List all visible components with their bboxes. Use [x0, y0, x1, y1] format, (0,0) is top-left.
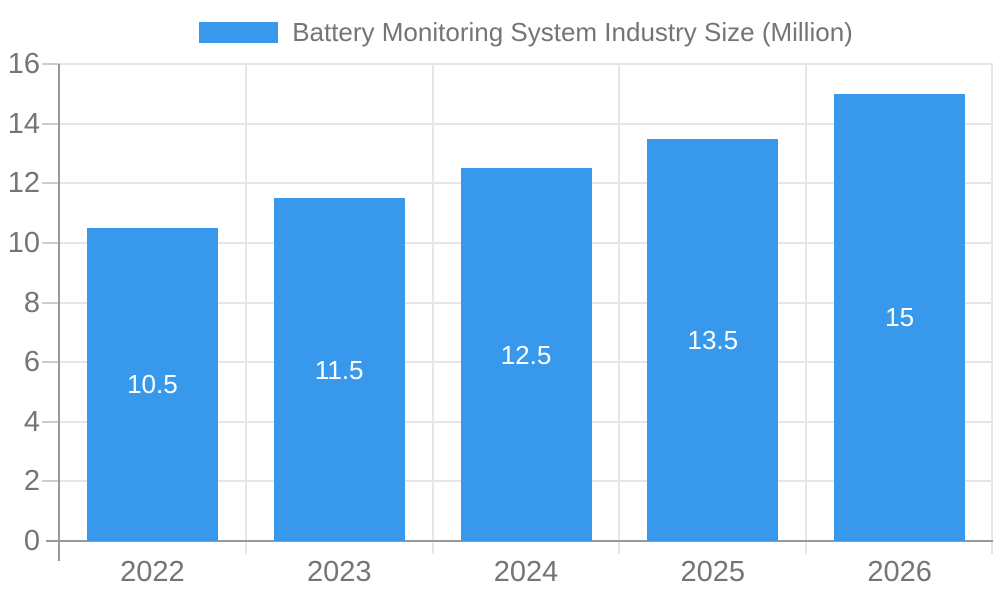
gridline-v	[805, 64, 808, 554]
y-tick	[42, 301, 59, 304]
gridline-v	[618, 64, 621, 554]
y-axis-tick-label: 8	[23, 286, 40, 319]
bar-value-label: 15	[885, 302, 915, 333]
y-axis-tick-label: 14	[7, 107, 40, 140]
bar-value-label: 10.5	[127, 369, 178, 400]
y-tick	[42, 182, 59, 185]
y-tick	[42, 241, 59, 244]
x-axis-tick-label: 2022	[120, 556, 185, 588]
y-axis-tick-label: 12	[7, 167, 40, 200]
legend-label: Battery Monitoring System Industry Size …	[292, 17, 853, 47]
y-axis-tick-label: 0	[23, 525, 40, 557]
gridline-h	[59, 63, 993, 65]
bar-value-label: 12.5	[500, 339, 552, 370]
bar-value-label: 13.5	[687, 324, 739, 355]
plot-right-border	[991, 64, 993, 554]
y-axis-tick-label: 6	[23, 346, 40, 379]
bar[interactable]: 13.5	[647, 138, 779, 541]
gridline-v	[244, 64, 247, 554]
bar[interactable]: 10.5	[86, 227, 218, 541]
bar[interactable]: 12.5	[460, 168, 592, 541]
x-axis-tick-label: 2026	[867, 556, 932, 588]
bar-value-label: 11.5	[314, 354, 364, 385]
y-axis-tick-label: 4	[23, 405, 40, 438]
x-axis-line	[46, 540, 993, 542]
y-tick	[42, 122, 59, 125]
legend-swatch	[199, 21, 279, 43]
y-tick	[42, 480, 59, 483]
gridline-v	[431, 64, 434, 554]
gridline-h	[59, 122, 993, 125]
bar[interactable]: 11.5	[273, 198, 405, 541]
y-axis-tick-label: 10	[7, 226, 40, 259]
x-axis-tick-label: 2024	[493, 556, 559, 588]
y-tick	[42, 63, 59, 65]
bar[interactable]: 15	[834, 93, 966, 541]
legend-item[interactable]: Battery Monitoring System Industry Size …	[59, 16, 993, 48]
x-axis-tick-label: 2025	[680, 556, 746, 588]
x-axis-tick-label: 2023	[306, 556, 372, 588]
y-tick	[42, 420, 59, 423]
y-axis-tick-label: 16	[7, 48, 40, 80]
y-tick	[42, 361, 59, 364]
y-axis-tick-label: 2	[23, 465, 40, 498]
y-axis-line	[58, 64, 60, 561]
